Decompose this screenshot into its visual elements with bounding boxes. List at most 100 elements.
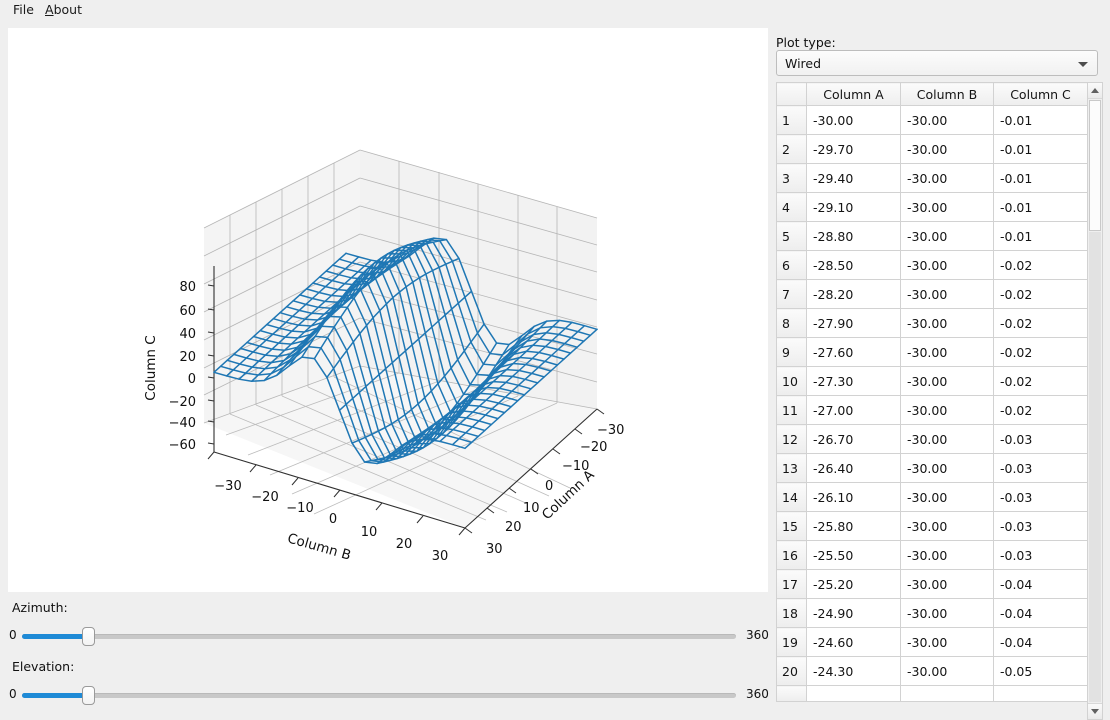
menu-file[interactable]: File [13,2,34,17]
cell-column-a[interactable]: -27.30 [806,366,901,396]
table-row[interactable]: 18 -24.90 -30.00 -0.04 [776,598,1088,628]
elevation-slider[interactable]: 0 360 [0,686,775,705]
cell-column-b[interactable]: -30.00 [900,134,994,164]
table-row[interactable]: 16 -25.50 -30.00 -0.03 [776,540,1088,570]
scroll-down-button[interactable] [1088,703,1102,719]
table-row[interactable]: 11 -27.00 -30.00 -0.02 [776,395,1088,425]
cell-column-a[interactable]: -29.40 [806,163,901,193]
cell-column-b[interactable]: -30.00 [900,192,994,222]
scrollbar-trough[interactable] [1089,232,1101,702]
table-row[interactable]: 4 -29.10 -30.00 -0.01 [776,192,1088,222]
cell-column-b[interactable]: -30.00 [900,656,994,686]
table-row[interactable]: 17 -25.20 -30.00 -0.04 [776,569,1088,599]
scrollbar-thumb[interactable] [1089,100,1101,231]
cell-column-c[interactable]: -0.05 [993,656,1088,686]
cell-column-c[interactable]: -0.01 [993,221,1088,251]
cell-column-a[interactable]: -24.90 [806,598,901,628]
cell-column-b[interactable]: -30.00 [900,540,994,570]
cell-column-c[interactable]: -0.04 [993,598,1088,628]
plot-canvas[interactable]: 80 60 40 20 0 −20 −40 −60 Column C [8,28,768,592]
cell-column-c[interactable]: -0.03 [993,453,1088,483]
cell-column-c[interactable]: -0.03 [993,511,1088,541]
cell-column-b[interactable]: -30.00 [900,221,994,251]
table-row[interactable]: 19 -24.60 -30.00 -0.04 [776,627,1088,657]
table-scrollbar[interactable] [1087,82,1103,720]
column-header-b[interactable]: Column B [900,82,994,106]
cell-column-b[interactable]: -30.00 [900,250,994,280]
cell-column-b[interactable]: -30.00 [900,482,994,512]
cell-column-b[interactable]: -30.00 [900,395,994,425]
cell-column-c[interactable]: -0.02 [993,395,1088,425]
cell-column-b[interactable]: -30.00 [900,598,994,628]
cell-column-b[interactable]: -30.00 [900,337,994,367]
cell-column-b[interactable]: -30.00 [900,366,994,396]
table-row[interactable]: 10 -27.30 -30.00 -0.02 [776,366,1088,396]
cell-column-c[interactable]: -0.02 [993,337,1088,367]
table-row[interactable]: 1 -30.00 -30.00 -0.01 [776,105,1088,135]
table-row[interactable]: 8 -27.90 -30.00 -0.02 [776,308,1088,338]
cell-column-a[interactable]: -30.00 [806,105,901,135]
cell-column-c[interactable]: -0.02 [993,308,1088,338]
table-row[interactable]: 3 -29.40 -30.00 -0.01 [776,163,1088,193]
cell-column-a[interactable]: -29.70 [806,134,901,164]
cell-column-c[interactable]: -0.02 [993,366,1088,396]
table-row[interactable]: 7 -28.20 -30.00 -0.02 [776,279,1088,309]
cell-column-a[interactable]: -29.10 [806,192,901,222]
cell-column-c[interactable]: -0.01 [993,134,1088,164]
cell-column-a[interactable]: -27.00 [806,395,901,425]
cell-column-a[interactable]: -27.60 [806,337,901,367]
cell-column-a[interactable]: -26.40 [806,453,901,483]
table-row[interactable]: 20 -24.30 -30.00 -0.05 [776,656,1088,686]
cell-column-a[interactable]: -28.20 [806,279,901,309]
table-row[interactable]: 5 -28.80 -30.00 -0.01 [776,221,1088,251]
cell-column-c[interactable]: -0.01 [993,192,1088,222]
cell-column-a[interactable]: -24.30 [806,656,901,686]
column-header-a[interactable]: Column A [806,82,901,106]
cell-column-c[interactable]: -0.01 [993,163,1088,193]
cell-column-b[interactable]: -30.00 [900,627,994,657]
plot-type-select[interactable]: Wired [776,50,1098,76]
cell-column-b[interactable]: -30.00 [900,163,994,193]
azimuth-track[interactable] [22,634,736,639]
cell-column-b[interactable]: -30.00 [900,424,994,454]
cell-column-c[interactable]: -0.01 [993,105,1088,135]
cell-column-a[interactable]: -26.10 [806,482,901,512]
column-header-c[interactable]: Column C [993,82,1088,106]
cell-column-b[interactable]: -30.00 [900,308,994,338]
cell-column-a[interactable]: -25.80 [806,511,901,541]
cell-column-c[interactable]: -0.03 [993,540,1088,570]
data-table[interactable]: Column A Column B Column C 1 -30.00 -30.00… [776,82,1088,702]
azimuth-handle[interactable] [82,627,95,646]
cell-column-a[interactable]: -28.80 [806,221,901,251]
elevation-track[interactable] [22,693,736,698]
azimuth-slider[interactable]: 0 360 [0,627,775,646]
cell-column-a[interactable]: -26.70 [806,424,901,454]
cell-column-c[interactable]: -0.04 [993,627,1088,657]
cell-column-a[interactable]: -25.20 [806,569,901,599]
cell-column-c[interactable]: -0.03 [993,424,1088,454]
scroll-up-button[interactable] [1088,83,1102,99]
cell-column-a[interactable]: -24.60 [806,627,901,657]
surface-plot-3d[interactable]: 80 60 40 20 0 −20 −40 −60 Column C [8,28,768,592]
cell-column-a[interactable]: -25.50 [806,540,901,570]
cell-column-c[interactable]: -0.03 [993,482,1088,512]
table-row[interactable]: 15 -25.80 -30.00 -0.03 [776,511,1088,541]
cell-column-c[interactable]: -0.02 [993,279,1088,309]
cell-column-c[interactable]: -0.04 [993,569,1088,599]
table-row[interactable]: 13 -26.40 -30.00 -0.03 [776,453,1088,483]
table-row[interactable]: 9 -27.60 -30.00 -0.02 [776,337,1088,367]
cell-column-b[interactable]: -30.00 [900,569,994,599]
cell-column-b[interactable]: -30.00 [900,105,994,135]
cell-column-a[interactable]: -28.50 [806,250,901,280]
cell-column-b[interactable]: -30.00 [900,511,994,541]
table-row[interactable]: 12 -26.70 -30.00 -0.03 [776,424,1088,454]
table-row[interactable]: 6 -28.50 -30.00 -0.02 [776,250,1088,280]
elevation-handle[interactable] [82,686,95,705]
menu-about[interactable]: About [41,2,86,18]
table-row[interactable]: 2 -29.70 -30.00 -0.01 [776,134,1088,164]
table-row[interactable]: 14 -26.10 -30.00 -0.03 [776,482,1088,512]
cell-column-a[interactable]: -27.90 [806,308,901,338]
cell-column-c[interactable]: -0.02 [993,250,1088,280]
cell-column-b[interactable]: -30.00 [900,279,994,309]
cell-column-b[interactable]: -30.00 [900,453,994,483]
